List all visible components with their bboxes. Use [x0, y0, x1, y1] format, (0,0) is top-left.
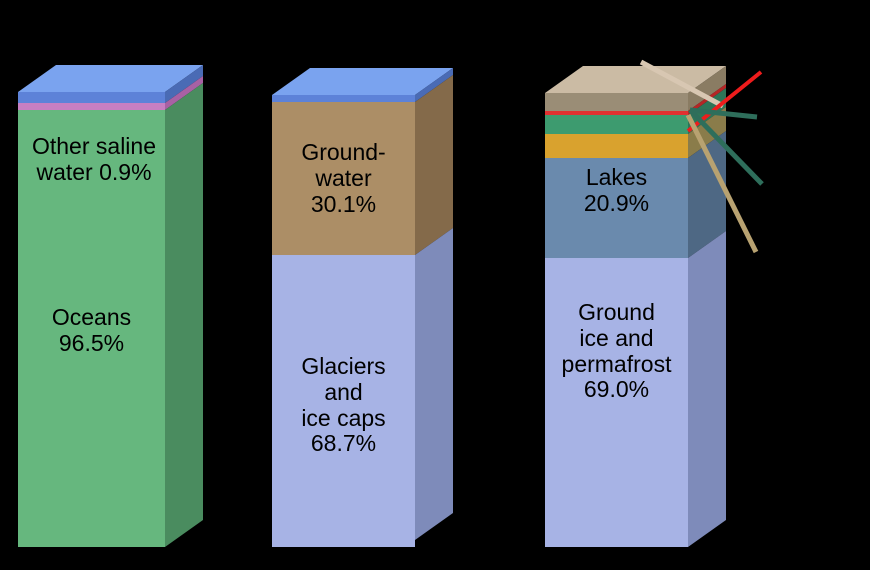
bar2-side-glaciers	[415, 228, 453, 540]
bar-surface-other-fresh-water	[545, 66, 726, 547]
segment-fresh-water	[18, 65, 203, 103]
bar3-side-ground-ice	[688, 231, 726, 547]
bar2-side-groundwater	[415, 75, 453, 255]
segment-glaciers-ice-caps	[272, 228, 453, 547]
segment-surface-other-fresh-water	[272, 68, 453, 102]
segment-ground-ice-permafrost	[545, 231, 726, 547]
segment-swamp-water	[545, 88, 726, 134]
bar2-side-surface-fresh	[415, 68, 453, 102]
segment-groundwater	[272, 75, 453, 255]
segment-rivers	[545, 107, 726, 158]
bar-all-water	[18, 65, 203, 547]
segment-lakes	[545, 131, 726, 258]
bar1-side-other-saline	[165, 76, 203, 110]
segment-oceans	[18, 83, 203, 547]
segment-soil-moisture	[545, 66, 726, 111]
bar-fresh-water	[272, 68, 453, 547]
bar1-side-oceans	[165, 83, 203, 547]
segment-other-saline-water	[18, 76, 203, 110]
bar1-side-fresh-water	[165, 65, 203, 103]
